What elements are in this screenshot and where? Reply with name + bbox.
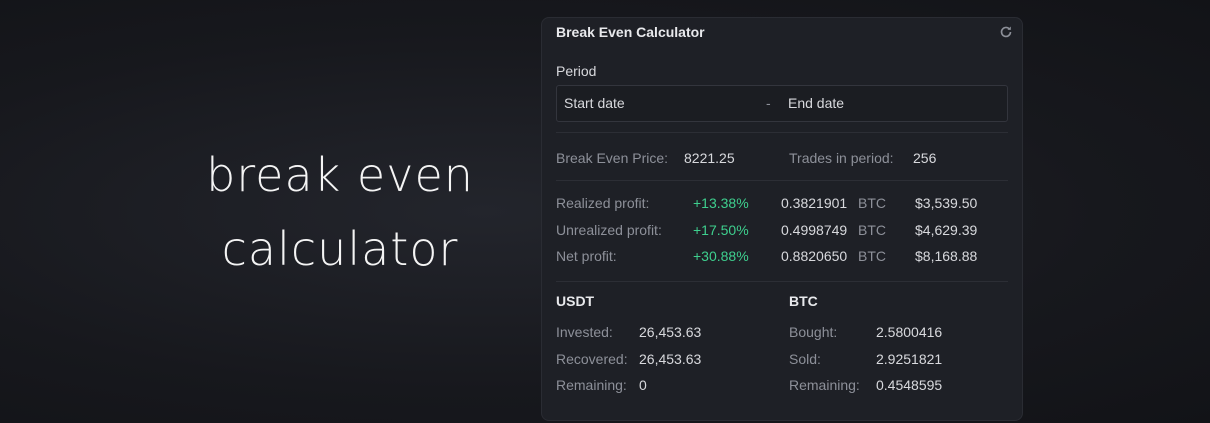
section-title: BTC [789,293,818,309]
refresh-icon[interactable] [999,25,1013,39]
profit-btc: 0.4998749 [781,221,848,238]
wallet-value: 2.5800416 [876,324,943,340]
period-input[interactable] [556,85,1008,122]
profit-unit: BTC [858,248,886,264]
start-date[interactable]: Start date [564,95,625,111]
wallet-value: 0 [639,377,647,393]
wallet-label: Bought: [789,324,838,340]
profit-label: Unrealized profit: [556,221,662,238]
wallet-label: Remaining: [556,377,627,393]
section-title: USDT [556,293,595,309]
profit-usd: $8,168.88 [915,248,978,264]
profit-label: Realized profit: [556,195,650,211]
wallet-value: 0.4548595 [876,377,943,393]
divider [556,132,1008,133]
summary-value: 256 [913,150,937,166]
profit-percent: +17.50% [693,221,749,238]
profit-btc: 0.3821901 [781,195,848,211]
summary-label: Break Even Price: [556,150,669,166]
panel-title: Break Even Calculator [556,24,705,40]
divider [556,180,1008,181]
hero-line: calculator [221,222,459,276]
profit-unit: BTC [858,195,886,211]
profit-label: Net profit: [556,248,617,264]
wallet-label: Remaining: [789,377,860,393]
profit-percent: +30.88% [693,248,749,264]
summary-value: 8221.25 [684,150,735,166]
summary-label: Trades in period: [789,150,894,166]
wallet-value: 26,453.63 [639,350,702,367]
profit-percent: +13.38% [693,195,749,211]
wallet-label: Sold: [789,350,821,367]
divider [556,281,1008,282]
wallet-value: 26,453.63 [639,324,702,340]
wallet-label: Recovered: [556,350,628,367]
wallet-value: 2.9251821 [876,350,943,367]
profit-unit: BTC [858,221,886,238]
wallet-label: Invested: [556,324,613,340]
date-separator: - [766,95,771,111]
profit-usd: $4,629.39 [915,221,978,238]
profit-usd: $3,539.50 [915,195,978,211]
period-label: Period [556,63,597,79]
profit-btc: 0.8820650 [781,248,848,264]
calculator-panel: Break Even Calculator Period Start date … [541,17,1023,421]
end-date[interactable]: End date [788,95,845,111]
hero-line: break even [206,148,474,202]
